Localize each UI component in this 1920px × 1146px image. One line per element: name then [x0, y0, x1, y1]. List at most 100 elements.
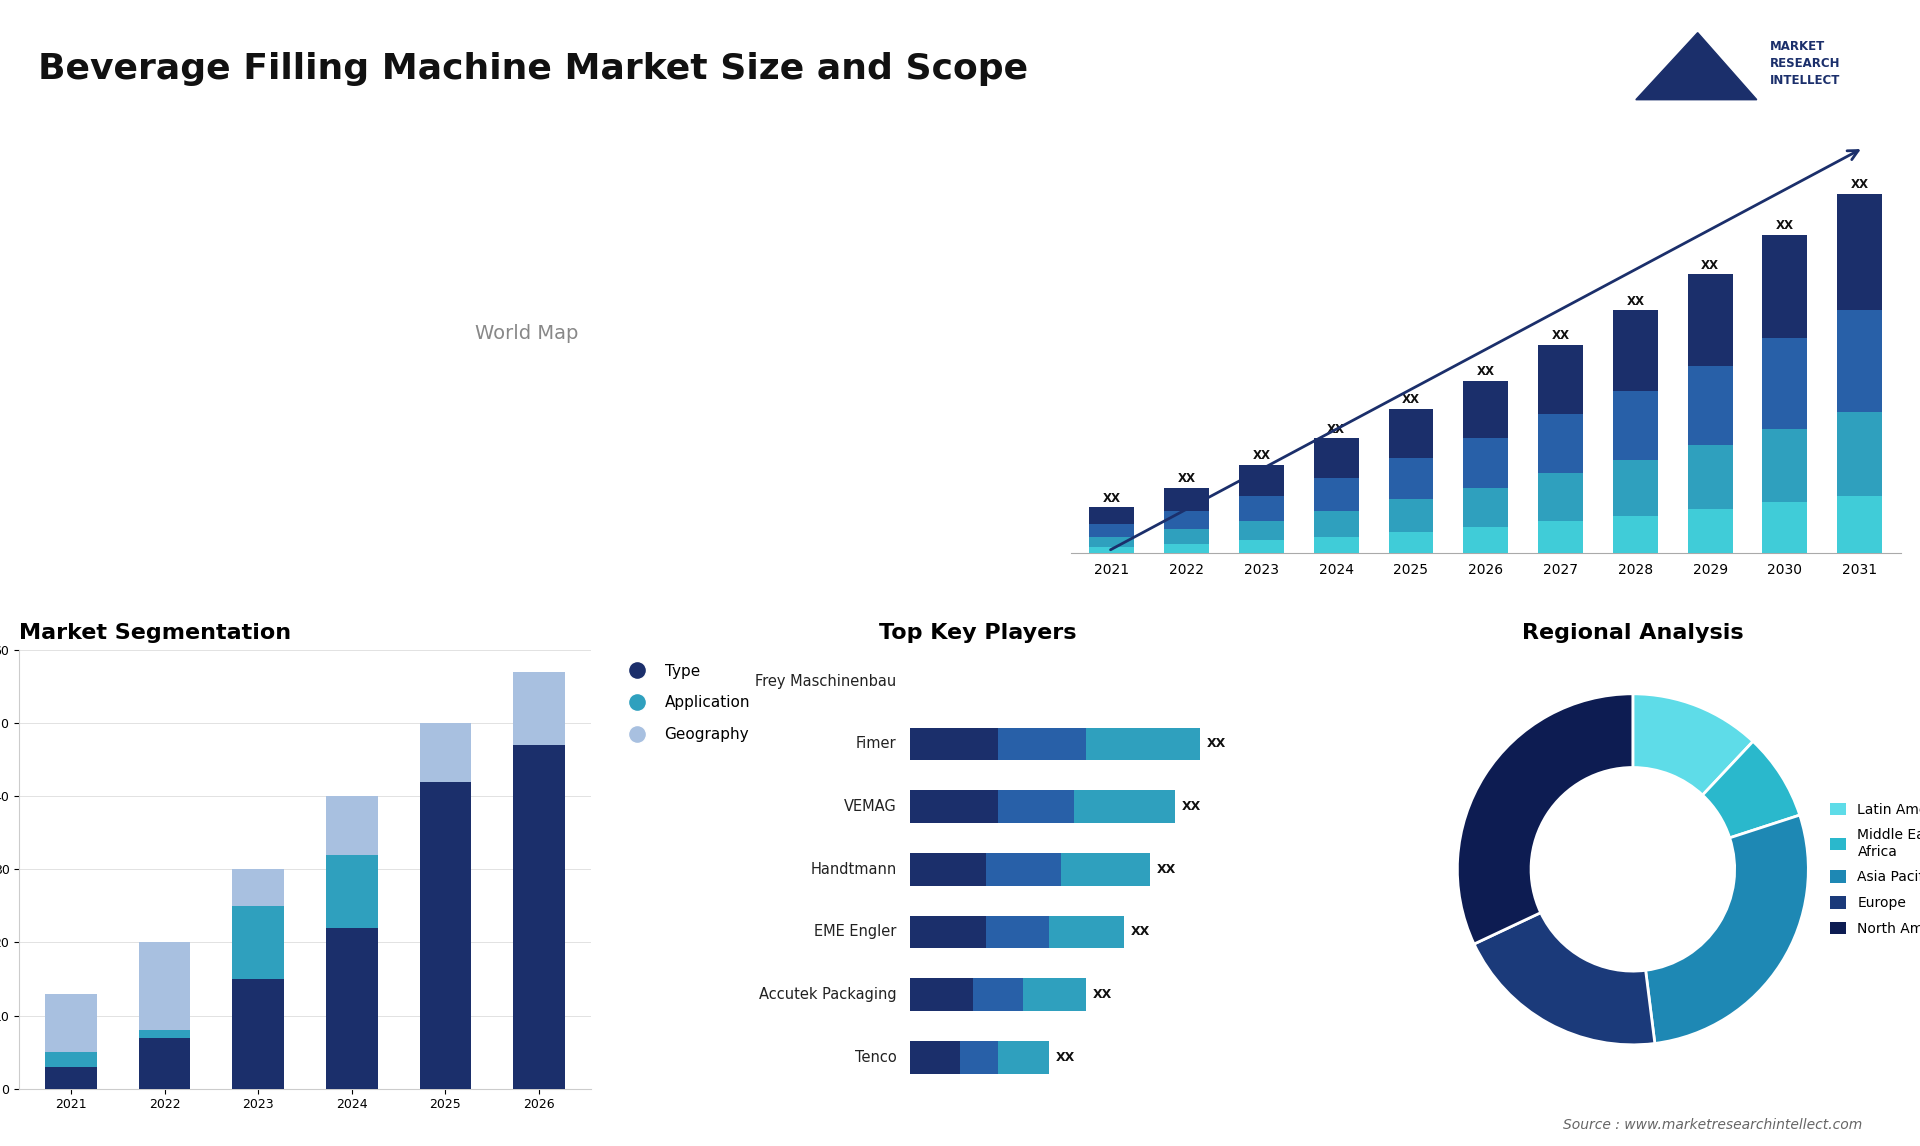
Bar	[232, 905, 284, 979]
FancyBboxPatch shape	[910, 791, 998, 823]
FancyBboxPatch shape	[998, 791, 1073, 823]
Bar	[1238, 520, 1284, 540]
Legend: Type, Application, Geography: Type, Application, Geography	[616, 658, 756, 748]
Bar	[1763, 502, 1807, 554]
Text: Accutek Packaging: Accutek Packaging	[758, 987, 897, 1002]
Bar	[1538, 520, 1582, 554]
Text: VEMAG: VEMAG	[843, 799, 897, 814]
Text: Tenco: Tenco	[854, 1050, 897, 1065]
FancyBboxPatch shape	[998, 728, 1087, 760]
Text: XX: XX	[1327, 423, 1346, 435]
Bar	[1089, 547, 1135, 554]
FancyBboxPatch shape	[910, 1041, 960, 1074]
FancyBboxPatch shape	[1048, 916, 1125, 948]
Text: XX: XX	[1776, 219, 1793, 233]
Bar	[420, 782, 470, 1089]
Bar	[1613, 460, 1657, 516]
Wedge shape	[1645, 815, 1809, 1044]
Bar	[46, 1052, 96, 1067]
Bar	[1763, 429, 1807, 502]
Text: XX: XX	[1156, 863, 1175, 876]
Bar	[1089, 524, 1135, 537]
Bar	[1313, 511, 1359, 537]
Bar	[138, 942, 190, 1030]
Bar	[1688, 367, 1732, 445]
Text: XX: XX	[1056, 1051, 1075, 1063]
Bar	[1313, 478, 1359, 511]
Text: XX: XX	[1181, 800, 1200, 814]
Bar	[1538, 473, 1582, 520]
Bar	[1089, 508, 1135, 524]
Text: XX: XX	[1701, 259, 1718, 272]
FancyBboxPatch shape	[985, 916, 1048, 948]
Text: Handtmann: Handtmann	[810, 862, 897, 877]
Wedge shape	[1632, 693, 1753, 795]
FancyBboxPatch shape	[998, 1041, 1048, 1074]
Text: XX: XX	[1252, 449, 1271, 462]
Text: XX: XX	[1131, 926, 1150, 939]
Bar	[1613, 516, 1657, 554]
FancyBboxPatch shape	[960, 1041, 998, 1074]
Bar	[1388, 458, 1434, 500]
Bar	[1238, 540, 1284, 554]
Bar	[1089, 537, 1135, 547]
Text: MARKET
RESEARCH
INTELLECT: MARKET RESEARCH INTELLECT	[1770, 40, 1841, 87]
Bar	[420, 723, 470, 782]
Text: XX: XX	[1402, 393, 1421, 407]
Wedge shape	[1475, 912, 1655, 1045]
Bar	[513, 745, 564, 1089]
Bar	[1164, 543, 1210, 554]
Text: Source : www.marketresearchintellect.com: Source : www.marketresearchintellect.com	[1563, 1118, 1862, 1132]
FancyBboxPatch shape	[1062, 853, 1150, 886]
Bar	[1538, 345, 1582, 414]
Bar	[1613, 391, 1657, 460]
FancyBboxPatch shape	[910, 916, 985, 948]
Bar	[1837, 311, 1882, 413]
Polygon shape	[1636, 33, 1757, 100]
Bar	[1538, 414, 1582, 473]
Bar	[1763, 338, 1807, 429]
Bar	[1463, 380, 1509, 439]
Bar	[138, 1037, 190, 1089]
Bar	[1388, 409, 1434, 458]
FancyBboxPatch shape	[985, 853, 1062, 886]
Bar	[46, 994, 96, 1052]
Bar	[1837, 496, 1882, 554]
Bar	[1238, 496, 1284, 520]
Bar	[1238, 464, 1284, 496]
Text: XX: XX	[1551, 329, 1569, 343]
Text: Market Segmentation: Market Segmentation	[19, 622, 292, 643]
Bar	[326, 855, 378, 928]
Text: XX: XX	[1476, 366, 1496, 378]
Bar	[1837, 413, 1882, 496]
Bar	[1688, 509, 1732, 554]
Wedge shape	[1703, 741, 1799, 838]
Text: XX: XX	[1626, 295, 1644, 308]
Bar	[1688, 445, 1732, 509]
Bar	[1388, 532, 1434, 554]
Text: EME Engler: EME Engler	[814, 925, 897, 940]
Bar	[1463, 488, 1509, 527]
Bar	[1164, 511, 1210, 528]
Bar	[513, 672, 564, 745]
Bar	[1313, 439, 1359, 478]
Bar	[1313, 537, 1359, 554]
Bar	[326, 928, 378, 1089]
Bar	[138, 1030, 190, 1037]
Text: XX: XX	[1206, 737, 1227, 751]
FancyBboxPatch shape	[1023, 979, 1087, 1011]
Bar	[1763, 235, 1807, 338]
Text: XX: XX	[1102, 492, 1121, 505]
Bar	[232, 870, 284, 905]
Bar	[1388, 500, 1434, 532]
Text: Frey Maschinenbau: Frey Maschinenbau	[755, 674, 897, 689]
Bar	[1688, 274, 1732, 367]
Title: Regional Analysis: Regional Analysis	[1523, 622, 1743, 643]
FancyBboxPatch shape	[910, 853, 985, 886]
Text: XX: XX	[1851, 179, 1868, 191]
Wedge shape	[1457, 693, 1632, 944]
Bar	[232, 979, 284, 1089]
Title: Top Key Players: Top Key Players	[879, 622, 1077, 643]
Bar	[1164, 528, 1210, 543]
FancyBboxPatch shape	[910, 979, 973, 1011]
